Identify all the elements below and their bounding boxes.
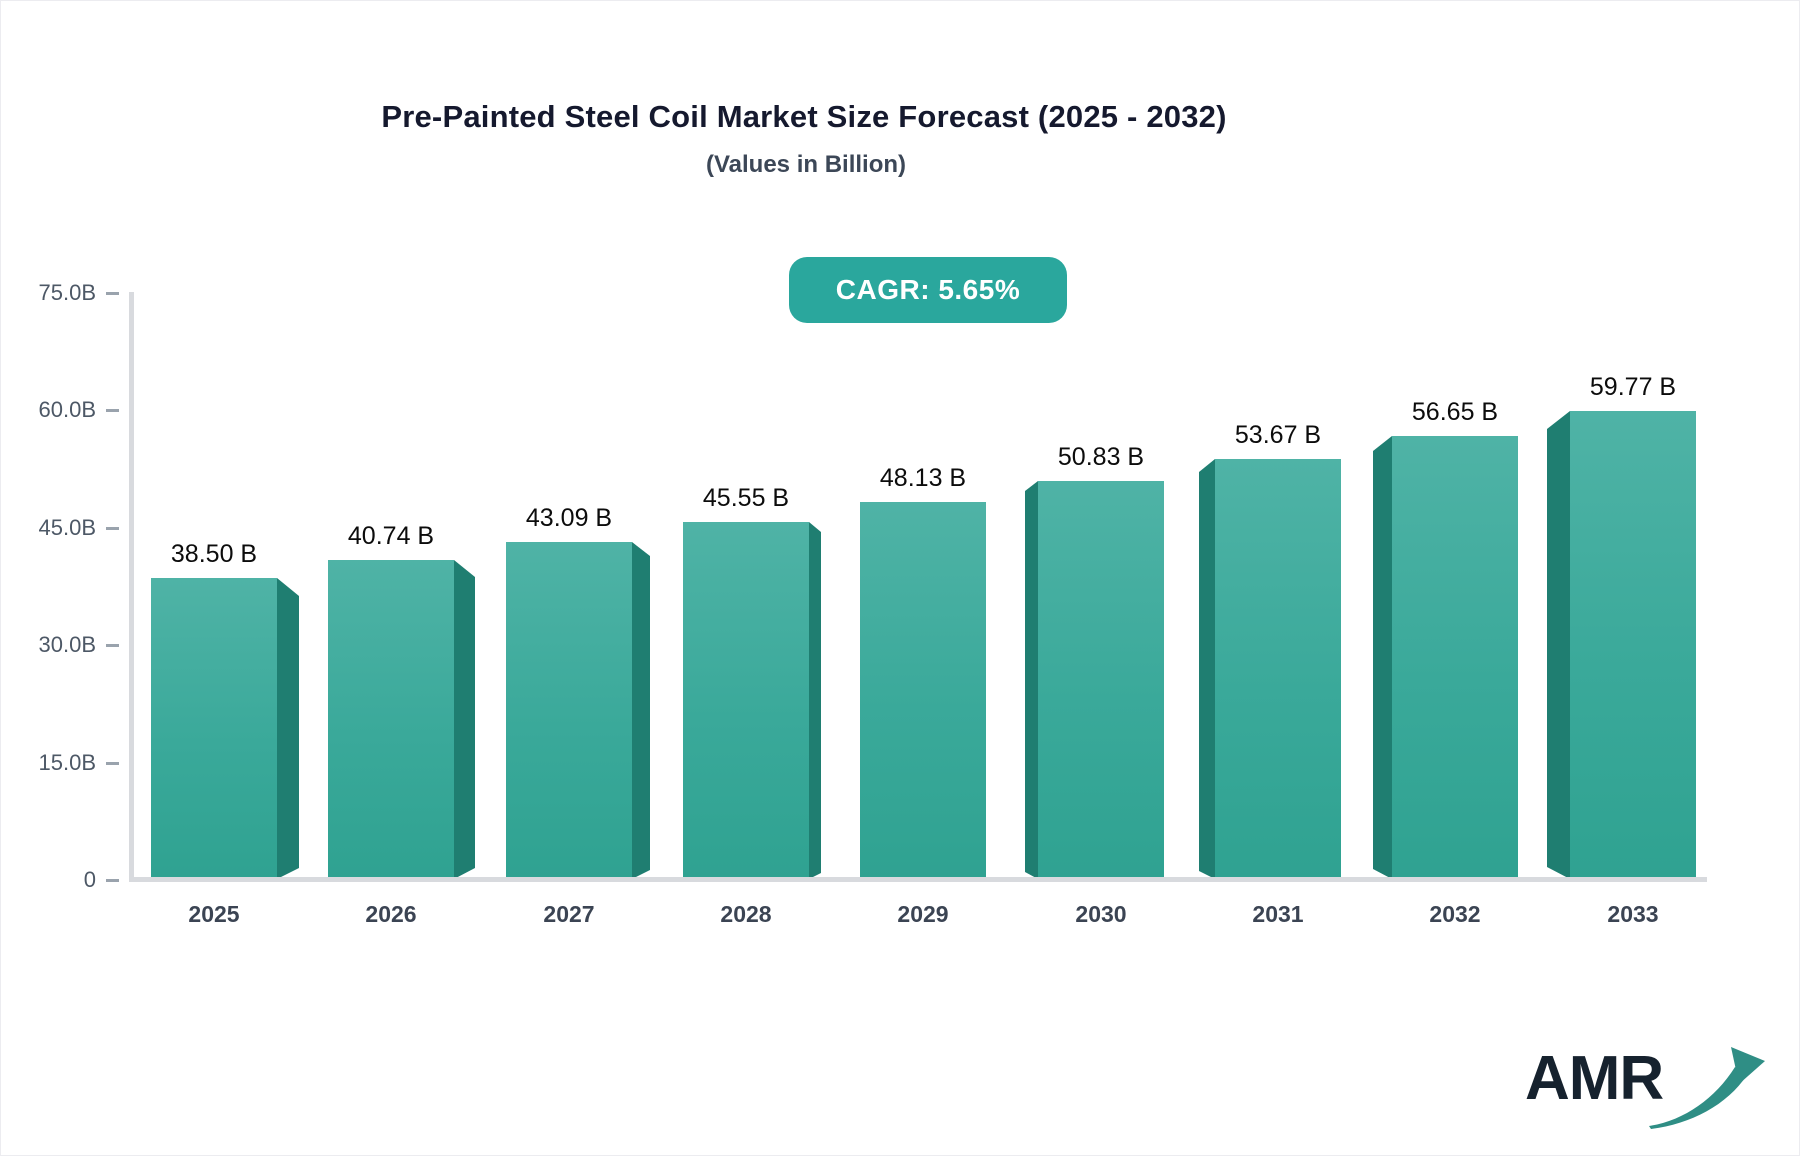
y-axis-tick xyxy=(106,879,119,882)
bar-2026 xyxy=(328,560,475,879)
y-axis-tick xyxy=(106,762,119,765)
bar-2031 xyxy=(1199,459,1341,879)
bar-value-label: 43.09 B xyxy=(525,504,613,532)
y-axis-tick-label: 75.0B xyxy=(38,280,97,305)
bar-side-face xyxy=(632,542,650,879)
bar-2025 xyxy=(151,578,299,879)
bar-2032 xyxy=(1373,436,1518,879)
amr-logo-text: AMR xyxy=(1525,1044,1664,1113)
y-axis-tick-label: 45.0B xyxy=(38,515,97,540)
bar-value-label: 56.65 B xyxy=(1411,398,1499,426)
x-axis-label: 2033 xyxy=(1607,901,1659,927)
bar-value-label: 45.55 B xyxy=(702,484,790,512)
bar-front-face xyxy=(151,578,277,879)
bar-side-face xyxy=(277,578,299,879)
x-axis-label: 2026 xyxy=(365,901,417,927)
cagr-badge: CAGR: 5.65% xyxy=(789,257,1067,323)
x-axis-baseline xyxy=(129,877,1707,882)
bar-side-face xyxy=(1025,481,1038,879)
x-axis-label: 2029 xyxy=(897,901,949,927)
y-axis-tick-label: 0 xyxy=(83,867,96,892)
y-axis-tick-label: 15.0B xyxy=(38,750,97,775)
bar-2030 xyxy=(1025,481,1164,879)
bar-value-label: 38.50 B xyxy=(170,540,258,568)
bar-2033 xyxy=(1547,411,1696,879)
bar-front-face xyxy=(860,502,986,879)
bar-front-face xyxy=(683,522,809,879)
x-axis-label: 2031 xyxy=(1252,901,1304,927)
bar-value-label: 59.77 B xyxy=(1589,373,1677,401)
amr-logo: AMR xyxy=(1525,1029,1765,1129)
bar-2028 xyxy=(683,522,821,879)
bar-2029 xyxy=(860,502,986,879)
bar-value-label: 40.74 B xyxy=(347,522,435,550)
bar-value-label: 53.67 B xyxy=(1234,421,1322,449)
y-axis-line xyxy=(129,292,134,882)
x-axis-label: 2030 xyxy=(1075,901,1127,927)
bar-front-face xyxy=(1570,411,1696,879)
bar-side-face xyxy=(809,522,821,879)
bar-2027 xyxy=(506,542,650,879)
y-axis-tick-label: 30.0B xyxy=(38,632,97,657)
y-axis-tick xyxy=(106,409,119,412)
bar-front-face xyxy=(1392,436,1518,879)
chart-subtitle: (Values in Billion) xyxy=(705,151,907,178)
bar-front-face xyxy=(1215,459,1341,879)
y-axis-tick xyxy=(106,644,119,647)
bar-value-label: 48.13 B xyxy=(879,464,967,492)
cagr-badge-label: CAGR: 5.65% xyxy=(835,274,1021,305)
trend-up-arrow-icon xyxy=(1649,1047,1765,1129)
bar-side-face xyxy=(454,560,475,879)
bar-value-label: 50.83 B xyxy=(1057,443,1145,471)
chart-title: Pre-Painted Steel Coil Market Size Forec… xyxy=(381,99,1227,134)
y-axis-tick xyxy=(106,527,119,530)
x-axis-label: 2025 xyxy=(188,901,240,927)
bar-front-face xyxy=(328,560,454,879)
x-axis-label: 2027 xyxy=(543,901,595,927)
bar-side-face xyxy=(1373,436,1392,879)
y-axis-tick xyxy=(106,292,119,295)
bar-side-face xyxy=(1547,411,1570,879)
bar-front-face xyxy=(1038,481,1164,879)
bar-front-face xyxy=(506,542,632,879)
x-axis-label: 2028 xyxy=(720,901,772,927)
x-axis-label: 2032 xyxy=(1429,901,1481,927)
y-axis-tick-label: 60.0B xyxy=(38,397,97,422)
bar-side-face xyxy=(1199,459,1215,879)
